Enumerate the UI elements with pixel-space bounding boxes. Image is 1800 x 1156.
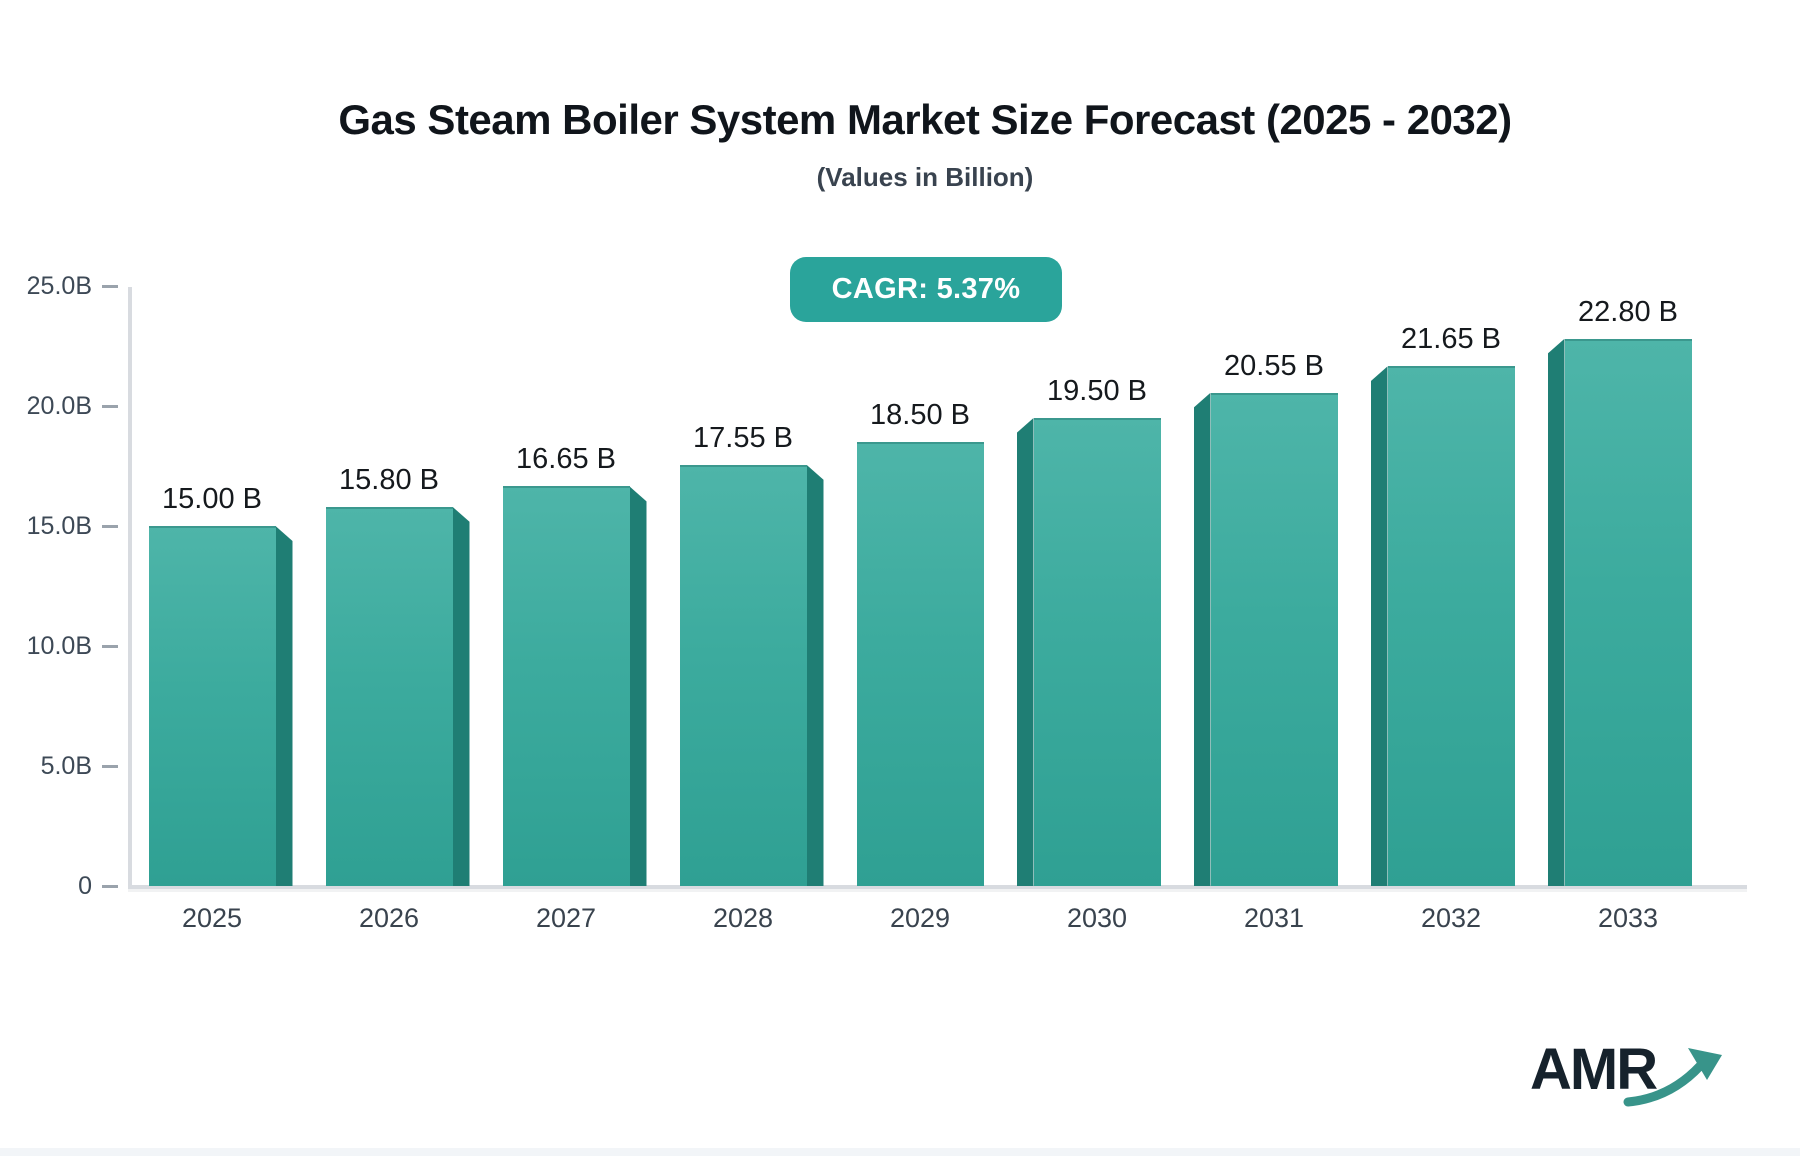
bar-2025[interactable]	[148, 526, 276, 886]
y-tick-0	[102, 885, 118, 888]
bar-side-2025	[275, 526, 293, 886]
cagr-badge-label: CAGR: 5.37%	[831, 273, 1021, 305]
bar-value-label-2026: 15.80 B	[339, 463, 439, 496]
x-axis-label-2030: 2030	[1066, 903, 1128, 933]
y-tick-label-10.0B: 10.0B	[26, 632, 92, 660]
y-tick-label-20.0B: 20.0B	[26, 392, 92, 420]
y-tick-10.0B	[102, 645, 118, 648]
bar-value-label-2029: 18.50 B	[870, 399, 970, 431]
bar-side-2027	[629, 486, 647, 886]
x-axis-label-2027: 2027	[535, 903, 597, 933]
x-axis-label-2033: 2033	[1597, 903, 1659, 933]
chart-subtitle: (Values in Billion)	[816, 162, 1034, 192]
y-tick-15.0B	[102, 525, 118, 528]
amr-logo-text: AMR	[1530, 1037, 1658, 1102]
x-axis-label-2031: 2031	[1243, 903, 1305, 933]
x-axis-baseline	[128, 885, 1747, 889]
x-axis-label-2029: 2029	[889, 903, 951, 933]
bar-value-label-2031: 20.55 B	[1224, 349, 1324, 382]
bar-value-label-2030: 19.50 B	[1047, 375, 1147, 407]
y-tick-label-5.0B: 5.0B	[40, 752, 92, 780]
chart-title: Gas Steam Boiler System Market Size Fore…	[338, 96, 1512, 143]
bar-value-label-2025: 15.00 B	[162, 483, 262, 515]
bar-2030[interactable]	[1033, 418, 1161, 886]
bar-side-2030	[1016, 418, 1034, 886]
growth-arrow-icon	[1623, 1048, 1722, 1107]
y-tick-5.0B	[102, 765, 118, 768]
x-axis-label-2026: 2026	[358, 903, 420, 933]
bar-2032[interactable]	[1387, 366, 1515, 886]
y-tick-label-0: 0	[78, 872, 92, 900]
y-tick-20.0B	[102, 405, 118, 408]
bar-2028[interactable]	[679, 464, 807, 886]
bar-side-2031	[1193, 392, 1211, 886]
bar-side-2026	[452, 506, 470, 886]
bar-2033[interactable]	[1564, 338, 1692, 886]
y-tick-label-25.0B: 25.0B	[26, 272, 92, 300]
bar-value-label-2033: 22.80 B	[1578, 295, 1678, 328]
bar-2027[interactable]	[502, 486, 630, 886]
bar-2026[interactable]	[325, 506, 453, 886]
y-axis-line	[128, 287, 132, 887]
x-axis-label-2028: 2028	[712, 903, 774, 933]
x-axis-label-2032: 2032	[1420, 903, 1482, 933]
bar-2029[interactable]	[856, 442, 984, 886]
bar-side-2028	[806, 464, 824, 886]
bar-side-2032	[1370, 366, 1388, 886]
bar-side-2033	[1547, 338, 1565, 886]
y-tick-label-15.0B: 15.0B	[26, 512, 92, 540]
y-tick-25.0B	[102, 285, 118, 288]
bottom-strip	[0, 1148, 1800, 1156]
bar-value-label-2027: 16.65 B	[516, 443, 616, 476]
bar-value-label-2028: 17.55 B	[693, 421, 793, 454]
bar-2031[interactable]	[1210, 392, 1338, 886]
amr-logo: AMR	[1530, 1036, 1722, 1116]
bar-value-label-2032: 21.65 B	[1401, 323, 1501, 356]
x-axis-label-2025: 2025	[181, 903, 243, 933]
cagr-badge: CAGR: 5.37%	[790, 257, 1062, 322]
